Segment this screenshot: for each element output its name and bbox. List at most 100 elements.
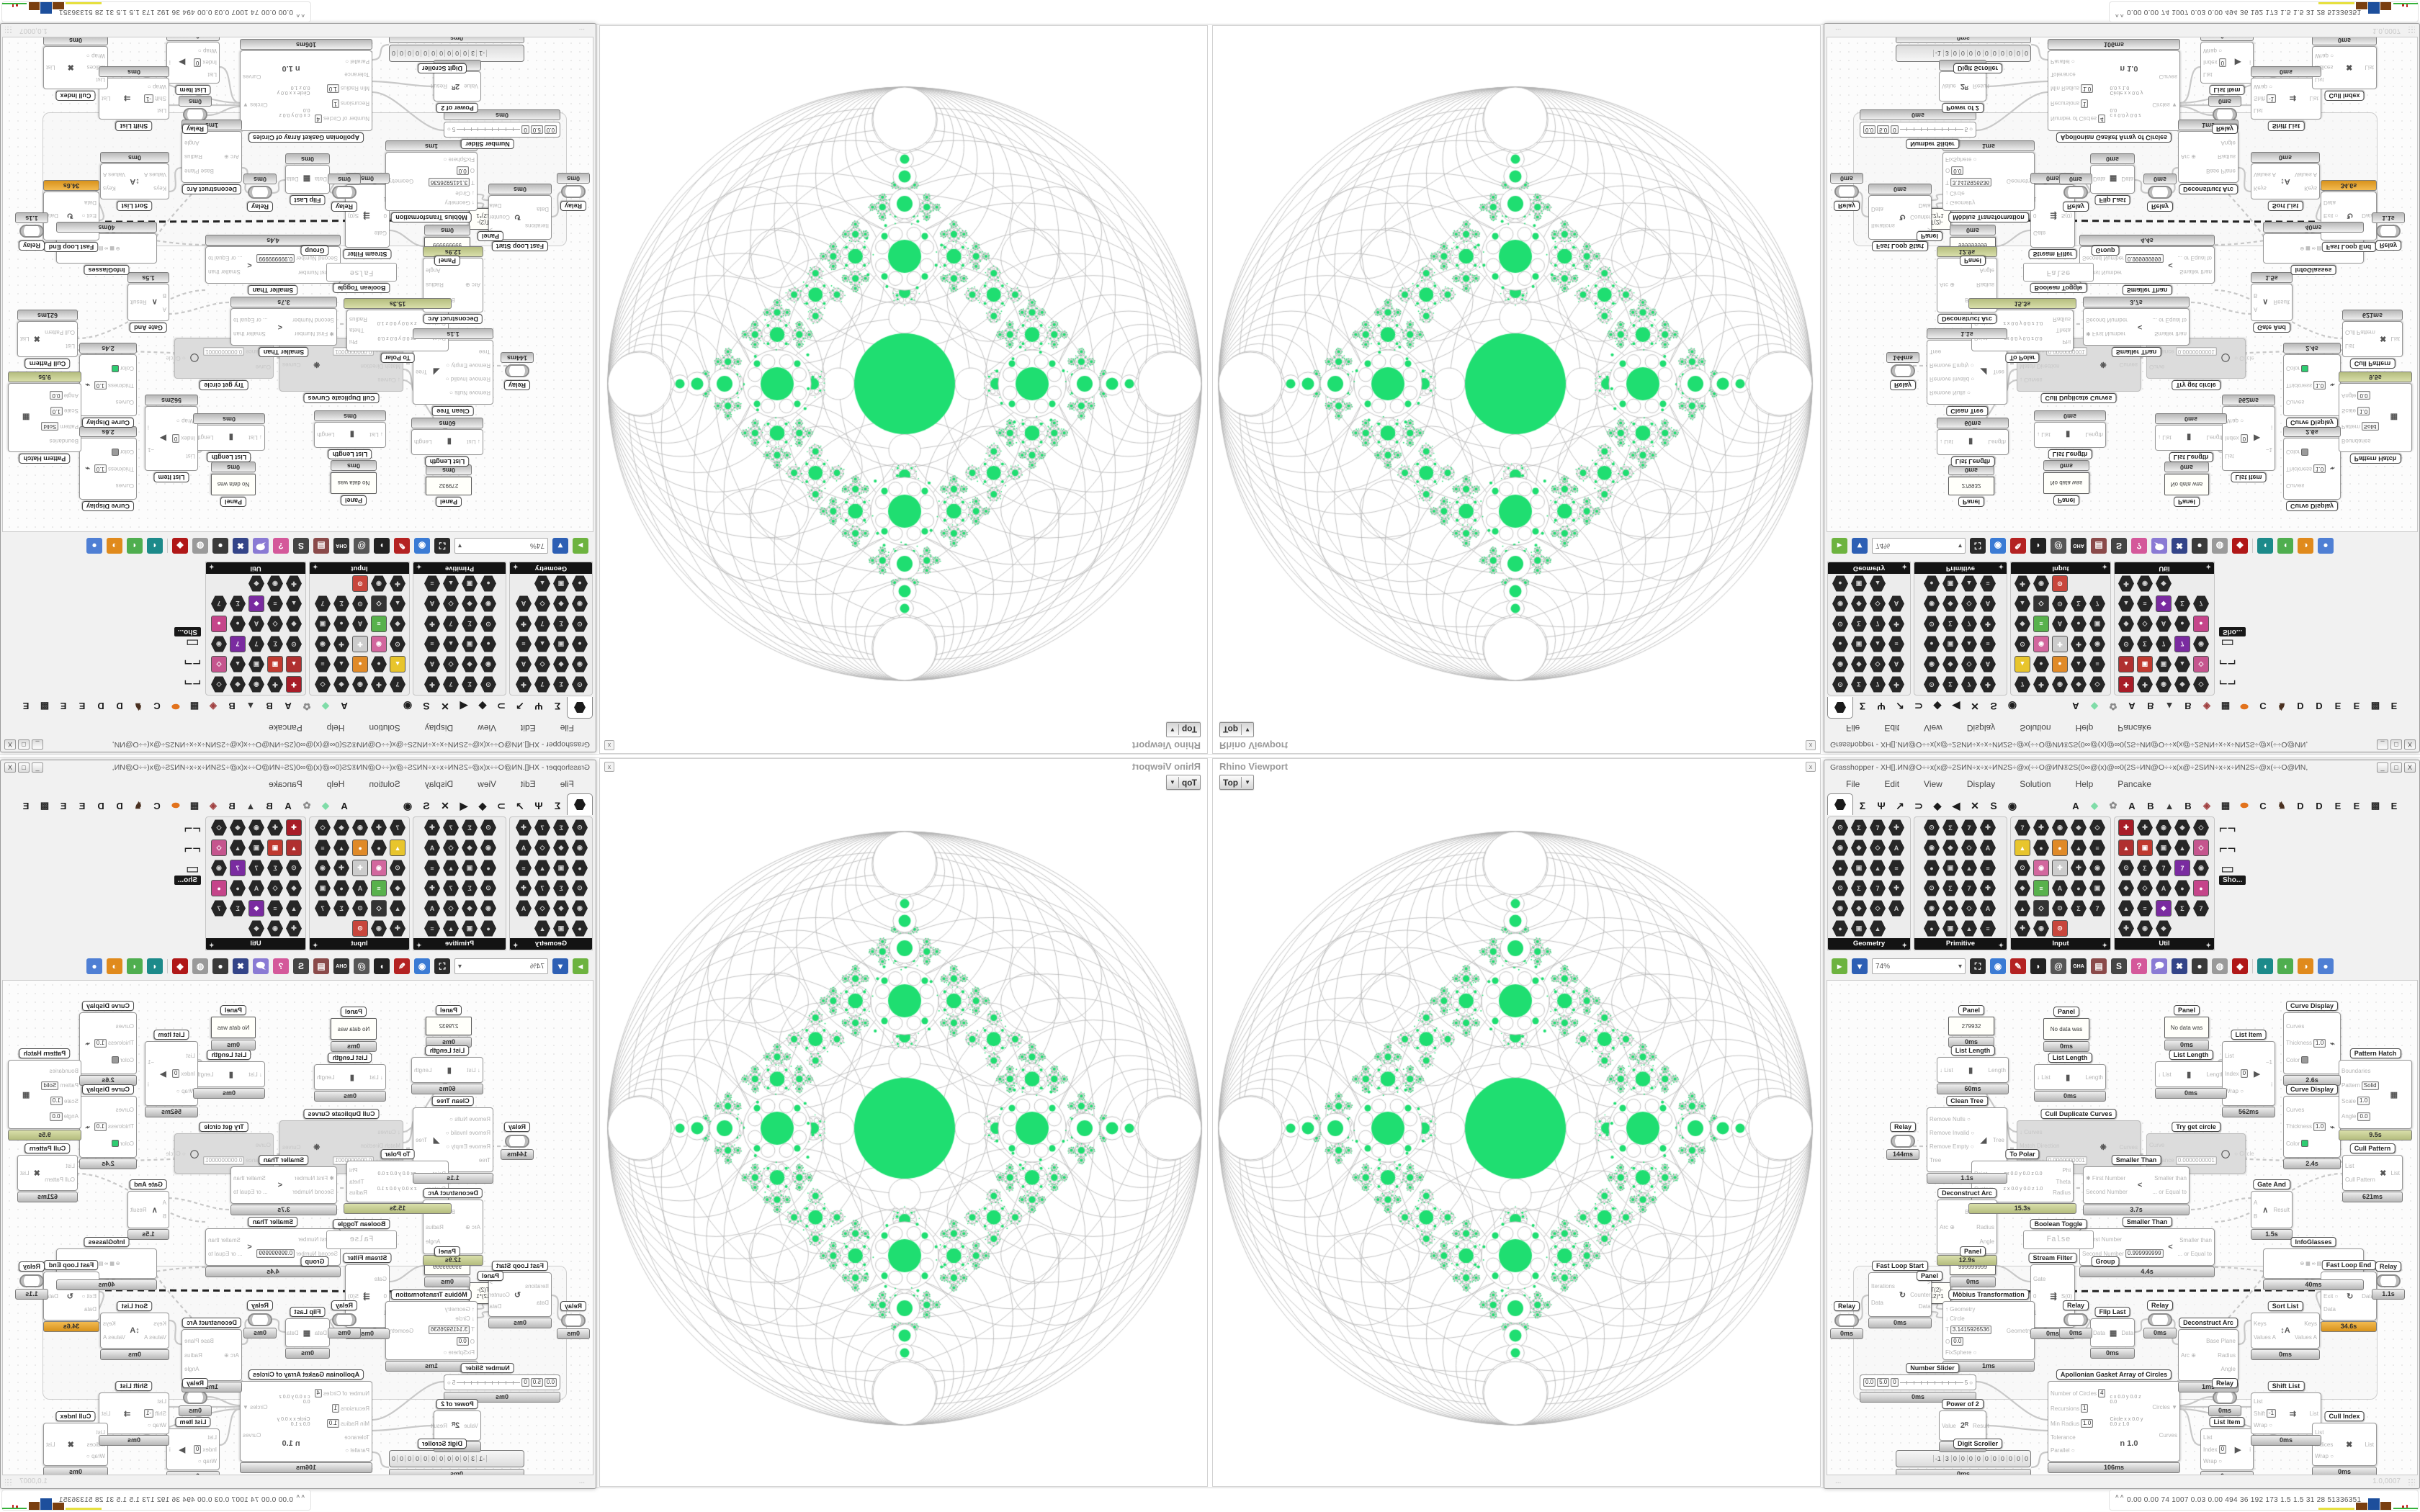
digit[interactable]: 0: [398, 1455, 406, 1462]
port-value[interactable]: 0.0: [50, 1112, 63, 1121]
component-icon[interactable]: ⊙: [1924, 880, 1940, 896]
goggles-icon[interactable]: ⌐¬: [2219, 841, 2236, 857]
tab-category-2[interactable]: ↗: [516, 799, 524, 811]
port-angle[interactable]: Angle: [426, 1238, 440, 1245]
port-value[interactable]: 0: [2240, 434, 2249, 443]
port-value[interactable]: 0.0: [50, 391, 63, 400]
component-icon[interactable]: ▣: [553, 860, 569, 876]
tab-plugin-11[interactable]: ♞: [2277, 701, 2286, 712]
power-of-2-node[interactable]: Value 2ᴿ Result: [1939, 1410, 1989, 1441]
component-icon[interactable]: ✚: [2071, 860, 2087, 876]
port-tree[interactable]: Tree: [479, 1157, 490, 1164]
port-value[interactable]: 0.0: [2357, 1112, 2370, 1121]
port-wrap[interactable]: Wrap ○: [198, 48, 217, 54]
port-value[interactable]: 3.1415926536: [428, 178, 470, 187]
port-iterations[interactable]: Iterations: [1871, 222, 1895, 229]
component-icon[interactable]: ●: [1832, 860, 1848, 876]
port-data[interactable]: Data: [315, 176, 327, 183]
port-list[interactable]: ↓ List: [467, 1067, 480, 1074]
tab-plugin-14[interactable]: E: [2334, 800, 2341, 811]
component-icon[interactable]: ✚: [1888, 676, 1904, 693]
port-data[interactable]: Data: [489, 202, 501, 209]
component-icon[interactable]: ●: [333, 616, 349, 632]
digit[interactable]: 0: [390, 1455, 398, 1462]
maximize-button[interactable]: □: [2390, 739, 2402, 750]
menu-item-display[interactable]: Display: [1966, 779, 1996, 789]
panel-node[interactable]: 279932: [426, 1017, 472, 1035]
component-icon[interactable]: ▲: [2118, 900, 2134, 917]
palette-group-label[interactable]: Util ✦: [206, 562, 305, 574]
port-data[interactable]: Data: [287, 1330, 299, 1336]
flip-last-node[interactable]: Data ▦ Data: [285, 165, 330, 194]
port-value[interactable]: 1.0: [2357, 1097, 2370, 1106]
port-data[interactable]: Data: [2093, 176, 2105, 183]
find-icon[interactable]: S: [2111, 538, 2127, 554]
tab-category-7[interactable]: S: [1990, 701, 1997, 712]
port-list[interactable]: List: [2254, 1398, 2262, 1405]
tab-plugin-14[interactable]: E: [79, 701, 86, 712]
port-curves[interactable]: Curves: [2159, 73, 2177, 80]
port-parallel[interactable]: Parallel ○: [2051, 1447, 2075, 1454]
component-icon[interactable]: ◆: [286, 880, 302, 896]
panel-node[interactable]: No data was: [2164, 474, 2209, 495]
pattern-hatch-node[interactable]: Boundaries Pattern Solid Scale 1.0 Angle 0.0 ▦: [8, 1060, 81, 1129]
port-list[interactable]: List: [187, 453, 195, 459]
port-wrap[interactable]: Wrap ○: [86, 1453, 105, 1459]
port-1[interactable]: −1: [148, 446, 154, 453]
component-icon[interactable]: 7: [315, 595, 331, 612]
component-icon[interactable]: ◉: [211, 636, 227, 652]
relay-node[interactable]: [2376, 1274, 2401, 1287]
relay-node[interactable]: [332, 186, 357, 199]
port-curves[interactable]: Curves: [243, 1432, 261, 1439]
port-b[interactable]: B: [163, 1213, 166, 1220]
port-parallel[interactable]: Parallel ○: [345, 1447, 369, 1454]
mode-green-icon[interactable]: ◖: [127, 538, 143, 554]
port-remove-nulls[interactable]: Remove Nulls ○: [449, 1116, 490, 1122]
menu-item-edit[interactable]: Edit: [520, 723, 536, 733]
palette-group-label[interactable]: Primitive ✦: [413, 938, 506, 950]
minimize-button[interactable]: _: [2377, 762, 2388, 773]
port-color[interactable]: Color: [111, 364, 134, 372]
port-angle[interactable]: Angle: [1980, 267, 1994, 274]
zoom-dropdown[interactable]: 74% ▾: [1872, 538, 1966, 554]
port-list[interactable]: ↓ List: [248, 435, 262, 441]
component-icon[interactable]: ⊙: [572, 880, 588, 896]
port-wrap[interactable]: Wrap ○: [2254, 84, 2272, 90]
slider-track[interactable]: [1899, 1380, 1963, 1385]
component-icon[interactable]: ▣: [2156, 656, 2172, 672]
digit[interactable]: 0: [422, 50, 430, 57]
port-b[interactable]: B: [2254, 292, 2257, 299]
component-icon[interactable]: ▣: [462, 575, 478, 592]
port-second-number[interactable]: Second Number: [292, 1189, 334, 1195]
port-list[interactable]: List: [2310, 1410, 2318, 1417]
digit[interactable]: 0: [414, 1455, 422, 1462]
component-icon[interactable]: ✚: [2118, 920, 2134, 937]
cull-pattern-node[interactable]: List Cull Pattern ✖ List: [2342, 1155, 2403, 1191]
port-smaller-than[interactable]: Smaller than: [208, 269, 241, 275]
port-tree[interactable]: Tree: [416, 1137, 427, 1143]
component-icon[interactable]: ◇: [371, 900, 387, 917]
tab-plugin-2[interactable]: ✿: [2109, 800, 2118, 811]
port-value[interactable]: 1.0: [94, 1038, 107, 1048]
tab-plugin-2[interactable]: ✿: [302, 800, 311, 811]
port-length[interactable]: Length: [317, 1074, 334, 1081]
port-circle[interactable]: ○ Circle: [166, 356, 186, 362]
gem-icon[interactable]: ◆: [172, 538, 188, 554]
menu-item-solution[interactable]: Solution: [2020, 779, 2051, 789]
port-curves[interactable]: Curves: [2120, 362, 2138, 369]
cluster-icon[interactable]: ?: [273, 958, 289, 974]
pipe-light-icon[interactable]: ◍: [192, 958, 208, 974]
tab-plugin-5[interactable]: ▲: [246, 701, 256, 712]
port-o[interactable]: O 0.0: [1945, 1337, 1964, 1346]
palette-group-label[interactable]: Primitive ✦: [1914, 562, 2007, 574]
port-1[interactable]: −1: [148, 1059, 154, 1066]
tab-plugin-5[interactable]: ▲: [2164, 701, 2174, 712]
component-icon[interactable]: ✚: [2118, 819, 2134, 836]
port-value[interactable]: 1.0: [2313, 1122, 2326, 1131]
port-circle[interactable]: ○ Circle: [2234, 1151, 2254, 1157]
component-icon[interactable]: ◆: [390, 616, 405, 632]
port-min-radius[interactable]: Min Radius 1.0: [2051, 84, 2094, 93]
component-icon[interactable]: Σ: [2071, 900, 2087, 917]
digit[interactable]: 0: [1998, 50, 2006, 57]
